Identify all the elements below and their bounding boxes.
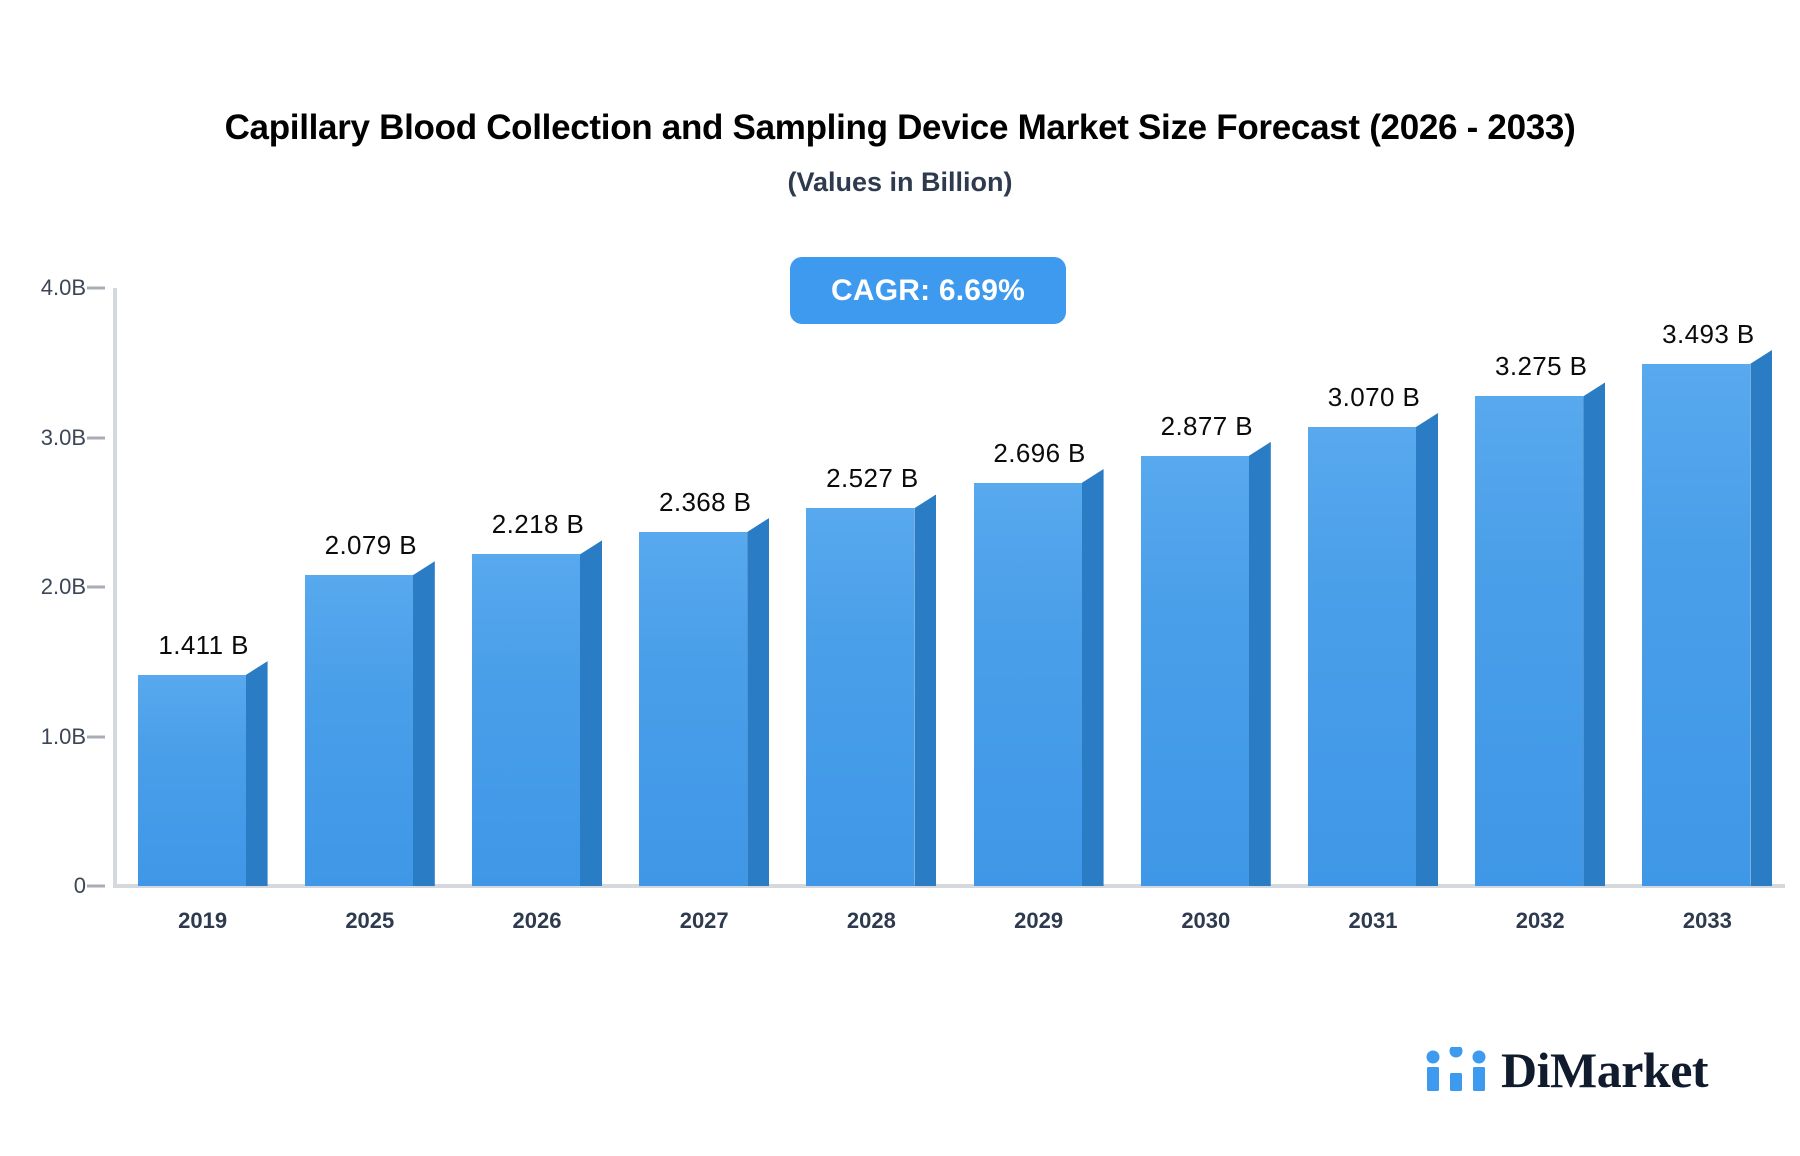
bar-side-face	[747, 517, 770, 886]
bar-value-label: 2.079 B	[324, 530, 418, 561]
x-axis-tick-label: 2026	[512, 908, 562, 933]
plot-area: 1.411 B 2.079 B 2.218 B 2.368 B 2.527 B 2.696…	[113, 285, 1785, 886]
y-axis-tick-label: 1.0B	[40, 723, 86, 749]
bar: 2.696 B	[973, 438, 1104, 886]
bar-value-label: 2.218 B	[491, 509, 585, 540]
x-axis-tick-label: 2032	[1515, 908, 1565, 933]
dimarket-logo: DiMarket	[1425, 1042, 1709, 1098]
x-axis-tick-label: 2019	[178, 908, 228, 933]
y-axis-line	[113, 288, 117, 888]
x-axis-tick-label: 2027	[679, 908, 729, 933]
page-title: Capillary Blood Collection and Sampling …	[224, 108, 1576, 147]
chart-subtitle: (Values in Billion)	[787, 167, 1013, 197]
bar-front-face	[1475, 396, 1584, 886]
bar-value-label: 3.070 B	[1327, 382, 1421, 413]
y-axis-tick-mark	[87, 286, 105, 290]
bar-side-face	[580, 540, 602, 886]
bar-front-face	[137, 675, 246, 886]
x-axis-tick-label: 2033	[1682, 908, 1732, 933]
bar-front-face	[639, 531, 748, 886]
bar: 3.070 B	[1308, 382, 1438, 886]
bar-front-face	[1308, 427, 1416, 886]
cagr-badge: CAGR: 6.69%	[790, 257, 1066, 324]
x-axis-tick-label: 2028	[846, 908, 896, 933]
y-axis-tick-mark	[87, 585, 105, 589]
bar-side-face	[1583, 382, 1606, 886]
bar: 3.493 B	[1642, 319, 1773, 886]
x-axis-tick-label: 2029	[1014, 908, 1064, 933]
y-axis-tick-mark	[87, 436, 105, 439]
bar-value-label: 2.527 B	[826, 463, 919, 494]
bar-value-label: 2.696 B	[993, 437, 1086, 468]
bar-value-label: 3.493 B	[1662, 318, 1755, 349]
bar-front-face	[472, 554, 580, 886]
x-axis-tick-label: 2025	[345, 908, 395, 933]
x-axis-tick-label: 2031	[1348, 908, 1398, 933]
x-axis-tick-label: 2030	[1181, 908, 1231, 933]
bar-front-face	[973, 482, 1082, 886]
y-axis-tick-label: 4.0B	[40, 275, 86, 300]
x-axis-line	[113, 884, 1785, 888]
bar-value-label: 2.877 B	[1160, 410, 1254, 441]
bar-value-label: 3.275 B	[1494, 351, 1588, 382]
bar: 1.411 B	[137, 630, 268, 886]
bar-front-face	[806, 508, 915, 886]
bar: 3.275 B	[1475, 351, 1606, 886]
bar-side-face	[1416, 413, 1438, 886]
bar-side-face	[245, 661, 268, 886]
bar: 2.877 B	[1140, 411, 1271, 886]
bar-front-face	[304, 575, 413, 886]
bar-side-face	[1248, 441, 1271, 886]
y-axis-tick-mark	[87, 735, 105, 738]
bar: 2.368 B	[639, 487, 770, 886]
bar-side-face	[1750, 349, 1773, 886]
bar-chart-logo-icon	[1426, 1047, 1486, 1091]
bar: 2.527 B	[806, 463, 937, 886]
y-axis-tick-label: 2.0B	[40, 574, 86, 599]
bar-value-label: 2.368 B	[658, 486, 752, 517]
y-axis-tick-label: 3.0B	[40, 424, 86, 450]
bar-side-face	[1081, 468, 1104, 886]
y-axis-tick-mark	[87, 884, 105, 888]
bar-value-label: 1.411 B	[158, 630, 249, 661]
bar: 2.079 B	[304, 530, 435, 886]
bar-side-face	[412, 561, 435, 886]
bar-front-face	[1140, 455, 1249, 886]
bar: 2.218 B	[472, 509, 602, 886]
logo-wordmark: DiMarket	[1501, 1042, 1709, 1098]
bar-front-face	[1642, 363, 1751, 886]
bar-side-face	[914, 494, 937, 886]
y-axis-tick-label: 0	[73, 873, 86, 898]
